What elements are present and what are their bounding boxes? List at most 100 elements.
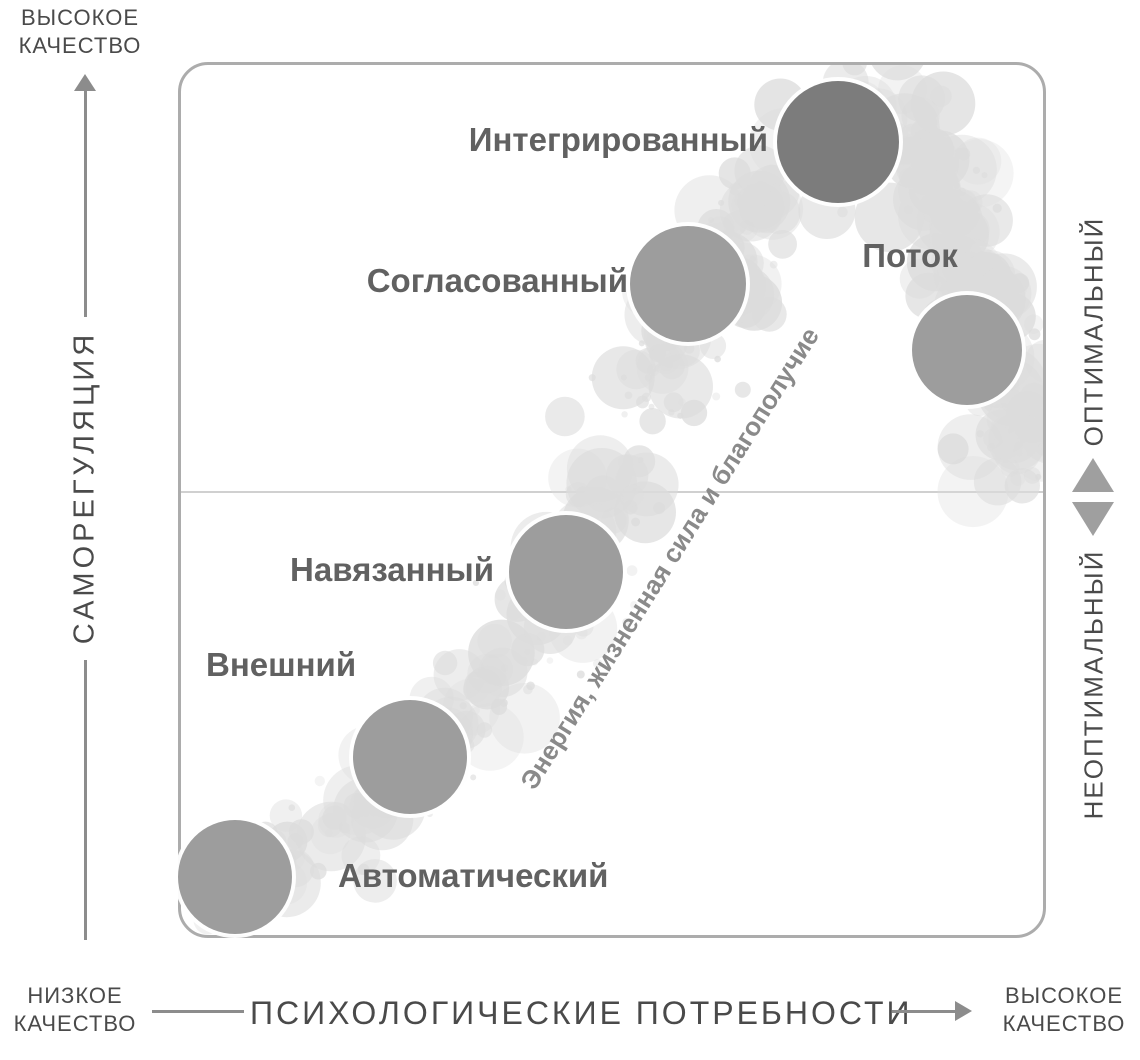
bubble (1028, 328, 1041, 341)
bubble (468, 619, 535, 687)
node-label-flow: Поток (862, 237, 958, 274)
bubble (937, 433, 969, 465)
bubble (489, 683, 560, 754)
bubble (718, 199, 725, 206)
bubble (353, 859, 397, 903)
bubble (992, 203, 1002, 213)
bubble (868, 65, 927, 81)
bubble (767, 191, 775, 198)
bubble (588, 374, 596, 382)
bubble (981, 172, 988, 179)
bubble (1071, 467, 1115, 511)
bubble (476, 722, 493, 738)
bubble (723, 211, 748, 237)
bubble (548, 448, 607, 508)
bubble (751, 296, 787, 332)
node-circle-external (353, 700, 467, 814)
bubble (287, 833, 304, 850)
bubble (1006, 391, 1043, 434)
bubble (318, 802, 354, 838)
bubble (470, 774, 477, 781)
bubble (937, 414, 1004, 480)
bubble (472, 579, 479, 587)
bubble (636, 395, 649, 409)
bubble (684, 343, 695, 354)
bubble (622, 484, 644, 507)
node-circle-introjected (509, 515, 623, 629)
x-axis-high-caption-line1: ВЫСОКОЕ (1004, 983, 1124, 1008)
bubble (699, 332, 727, 359)
x-axis-low-caption-line2: КАЧЕСТВО (13, 1011, 137, 1036)
node-label-introjected: Навязанный (290, 551, 494, 588)
bubble (614, 481, 676, 544)
bubble (854, 182, 925, 252)
bubble (426, 811, 433, 818)
y-axis-line-lower (84, 660, 87, 940)
x-axis-high-caption-line2: КАЧЕСТВО (1002, 1011, 1126, 1036)
bubble (322, 805, 347, 830)
bubble (324, 829, 333, 837)
bubble (708, 217, 714, 223)
bubble (658, 353, 685, 380)
bubble (734, 381, 751, 398)
bubble (620, 374, 627, 381)
bubble (899, 259, 940, 299)
bubble (972, 166, 981, 174)
bubble (1050, 365, 1056, 371)
bubble (1039, 402, 1043, 459)
bubble (621, 411, 628, 418)
bubble (911, 71, 976, 136)
bubble (593, 659, 603, 669)
bubble (575, 627, 588, 640)
bubble (1045, 419, 1057, 431)
bubble (752, 187, 759, 194)
bubble (645, 376, 653, 383)
bubble (463, 676, 489, 703)
bubble (499, 699, 508, 707)
bubble (526, 681, 535, 691)
node-label-integrated: Интегрированный (468, 121, 768, 158)
node-label-concordant: Согласованный (366, 262, 628, 299)
node-label-external: Внешний (206, 646, 357, 683)
x-axis-high-caption: ВЫСОКОЕ КАЧЕСТВО (988, 982, 1140, 1038)
bubble (1015, 450, 1023, 457)
node-circle-flow (912, 295, 1022, 405)
bubble (677, 412, 684, 419)
bubble (712, 392, 721, 401)
bubble (622, 617, 631, 627)
x-axis-line-right (892, 1010, 956, 1013)
y-axis-arrowhead-icon (74, 74, 96, 91)
bubble (638, 340, 645, 347)
bubble (958, 187, 967, 196)
optimal-up-arrow-icon (1072, 458, 1114, 492)
bubble (930, 205, 982, 257)
x-axis-low-caption-line1: НИЗКОЕ (27, 983, 123, 1008)
bubble (755, 215, 766, 226)
bubble (637, 457, 644, 464)
bubble (1066, 374, 1089, 397)
bubble (606, 454, 649, 497)
node-circle-integrated (777, 81, 899, 203)
bubble (953, 216, 968, 231)
bubble (886, 137, 938, 189)
y-axis-high-caption-line2: КАЧЕСТВО (18, 33, 142, 58)
x-axis-label: ПСИХОЛОГИЧЕСКИЕ ПОТРЕБНОСТИ (250, 995, 913, 1031)
bubble (1065, 461, 1075, 471)
bubble (314, 775, 325, 787)
x-axis-low-caption: НИЗКОЕ КАЧЕСТВО (0, 982, 150, 1038)
bubble (546, 657, 554, 664)
y-axis-high-caption-line1: ВЫСОКОЕ (20, 5, 140, 30)
bubble (531, 658, 538, 666)
bubble (576, 486, 590, 500)
bubble (630, 601, 638, 609)
x-axis-line-left (152, 1010, 244, 1013)
bubble (624, 391, 633, 400)
x-axis-arrowhead-icon (955, 1001, 972, 1021)
bubble (926, 134, 997, 205)
bubble (1045, 374, 1078, 407)
bubble (973, 458, 1022, 506)
y-axis-line-upper (84, 89, 87, 317)
bubble (618, 454, 634, 471)
bubble (623, 500, 638, 515)
bubble (768, 229, 797, 259)
